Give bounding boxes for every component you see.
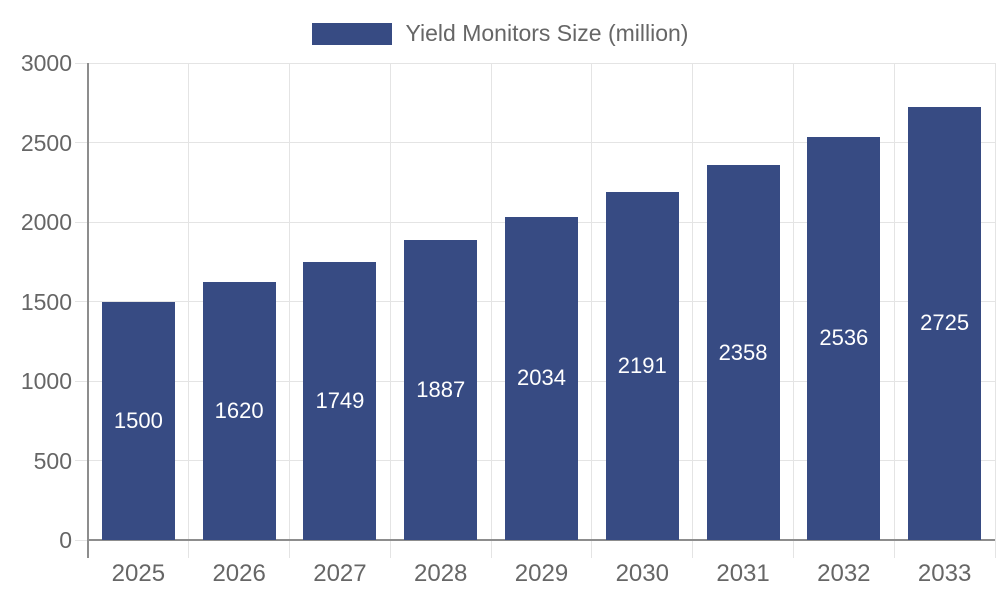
bar-value-label: 2358 (718, 339, 768, 365)
bar[interactable] (202, 282, 276, 540)
bar[interactable] (505, 216, 578, 540)
x-gridline (490, 63, 492, 558)
y-axis-tick-label: 2500 (20, 129, 72, 156)
x-axis-tick-label: 2030 (615, 560, 669, 587)
x-axis-tick-label: 2029 (514, 560, 569, 587)
bar-value-label: 2725 (920, 310, 970, 336)
x-axis-tick-label: 2026 (212, 560, 266, 587)
x-axis-tick-label: 2025 (111, 560, 166, 587)
bar-value-label: 1887 (416, 376, 466, 402)
bar[interactable] (605, 191, 679, 540)
bar-value-label: 2034 (517, 365, 566, 391)
x-axis-tick-label: 2028 (414, 560, 468, 587)
x-axis-tick-label: 2033 (917, 560, 972, 587)
bar[interactable] (807, 136, 881, 540)
y-axis-tick-label: 1000 (20, 368, 72, 394)
x-gridline (289, 63, 291, 558)
x-gridline (188, 63, 190, 558)
x-gridline (893, 63, 895, 558)
y-axis-tick-label: 500 (33, 447, 72, 474)
bar[interactable] (908, 106, 982, 540)
y-axis-tick-label: 3000 (20, 50, 72, 76)
bar[interactable] (303, 261, 377, 540)
x-axis-tick-label: 2031 (716, 560, 770, 587)
legend-label: Yield Monitors Size (million) (405, 20, 689, 46)
bar[interactable] (101, 301, 175, 540)
y-gridline (75, 62, 995, 64)
y-axis-tick-label: 0 (59, 527, 72, 553)
bar-value-label: 1620 (214, 398, 264, 424)
x-axis-tick-label: 2032 (817, 560, 871, 587)
x-gridline (792, 63, 794, 558)
x-gridline (389, 63, 391, 558)
x-gridline (692, 63, 694, 558)
bar[interactable] (404, 239, 478, 540)
y-axis-tick-label: 1500 (20, 288, 72, 315)
y-gridline (75, 142, 995, 143)
y-axis-line (87, 63, 89, 558)
x-axis-tick-label: 2027 (313, 560, 367, 587)
legend-item[interactable]: Yield Monitors Size (million) (0, 22, 1000, 45)
bar-value-label: 2536 (819, 325, 869, 351)
y-axis-tick-label: 2000 (20, 209, 72, 235)
bar[interactable] (706, 165, 780, 540)
bar-value-label: 1500 (113, 407, 163, 433)
x-axis-line (87, 539, 995, 541)
bar-value-label: 2191 (617, 352, 667, 378)
x-gridline (994, 63, 996, 558)
x-gridline (591, 63, 593, 558)
legend-swatch (311, 22, 392, 45)
bar-value-label: 1749 (315, 387, 365, 413)
